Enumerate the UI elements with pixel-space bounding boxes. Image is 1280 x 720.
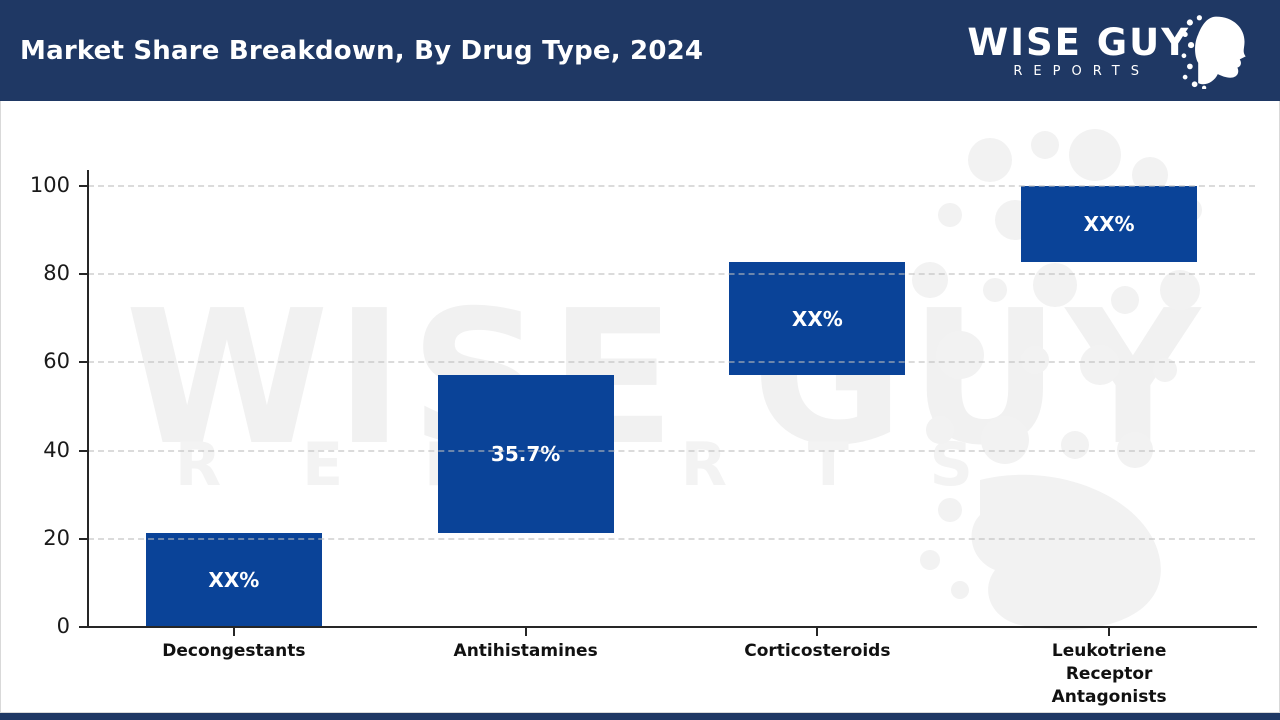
bar-value-label: XX% [791,306,843,331]
y-tick-label: 40 [43,437,70,462]
x-category-label: Corticosteroids [744,641,891,661]
logo-line2: REPORTS [1013,63,1150,79]
logo-wordmark: WISE GUY REPORTS [967,24,1190,78]
y-axis-line [87,170,89,628]
gridline [88,537,1255,540]
x-tick-mark [816,628,819,636]
bar-corticosteroids: XX% [729,261,906,376]
bar-value-label: XX% [208,567,260,592]
y-tick-mark [79,537,88,540]
y-tick-mark [79,273,88,276]
bar-decongestants: XX% [145,532,322,627]
y-tick-label: 20 [43,525,70,550]
dotted-face-profile-icon [1181,14,1246,89]
watermark-text-1: WISE GUY [125,270,1206,486]
gridline [88,449,1255,452]
chart-title: Market Share Breakdown, By Drug Type, 20… [20,35,704,66]
footer-hairline [0,712,1280,713]
bar-value-label: XX% [1083,211,1135,236]
y-tick-label: 100 [29,173,70,197]
y-tick-mark [79,626,88,628]
x-category-label: Antihistamines [453,641,598,661]
x-category-label: Decongestants [162,641,306,661]
x-category-label: Leukotriene Receptor Antagonists [1051,641,1167,707]
wise-guy-logo: WISE GUY REPORTS [967,13,1252,89]
footer-strip [0,713,1280,720]
y-tick-label: 0 [56,614,70,638]
bar-antihistamines: 35.7% [437,375,614,533]
y-tick-mark [79,449,88,452]
x-tick-mark [524,628,527,636]
header-bar: Market Share Breakdown, By Drug Type, 20… [0,0,1280,101]
gridline [88,185,1255,187]
y-tick-label: 60 [43,349,70,374]
x-axis-line [88,626,1257,628]
x-tick-mark [232,628,235,636]
y-tick-label: 80 [43,261,70,286]
y-tick-mark [79,185,88,187]
y-tick-mark [79,361,88,364]
gridline [88,273,1255,276]
gridline [88,361,1255,364]
logo-line1: WISE GUY [967,20,1190,64]
x-tick-mark [1108,628,1111,636]
bar-leukotriene-receptor-antagonists: XX% [1021,186,1198,262]
bar-value-label: 35.7% [490,441,561,466]
